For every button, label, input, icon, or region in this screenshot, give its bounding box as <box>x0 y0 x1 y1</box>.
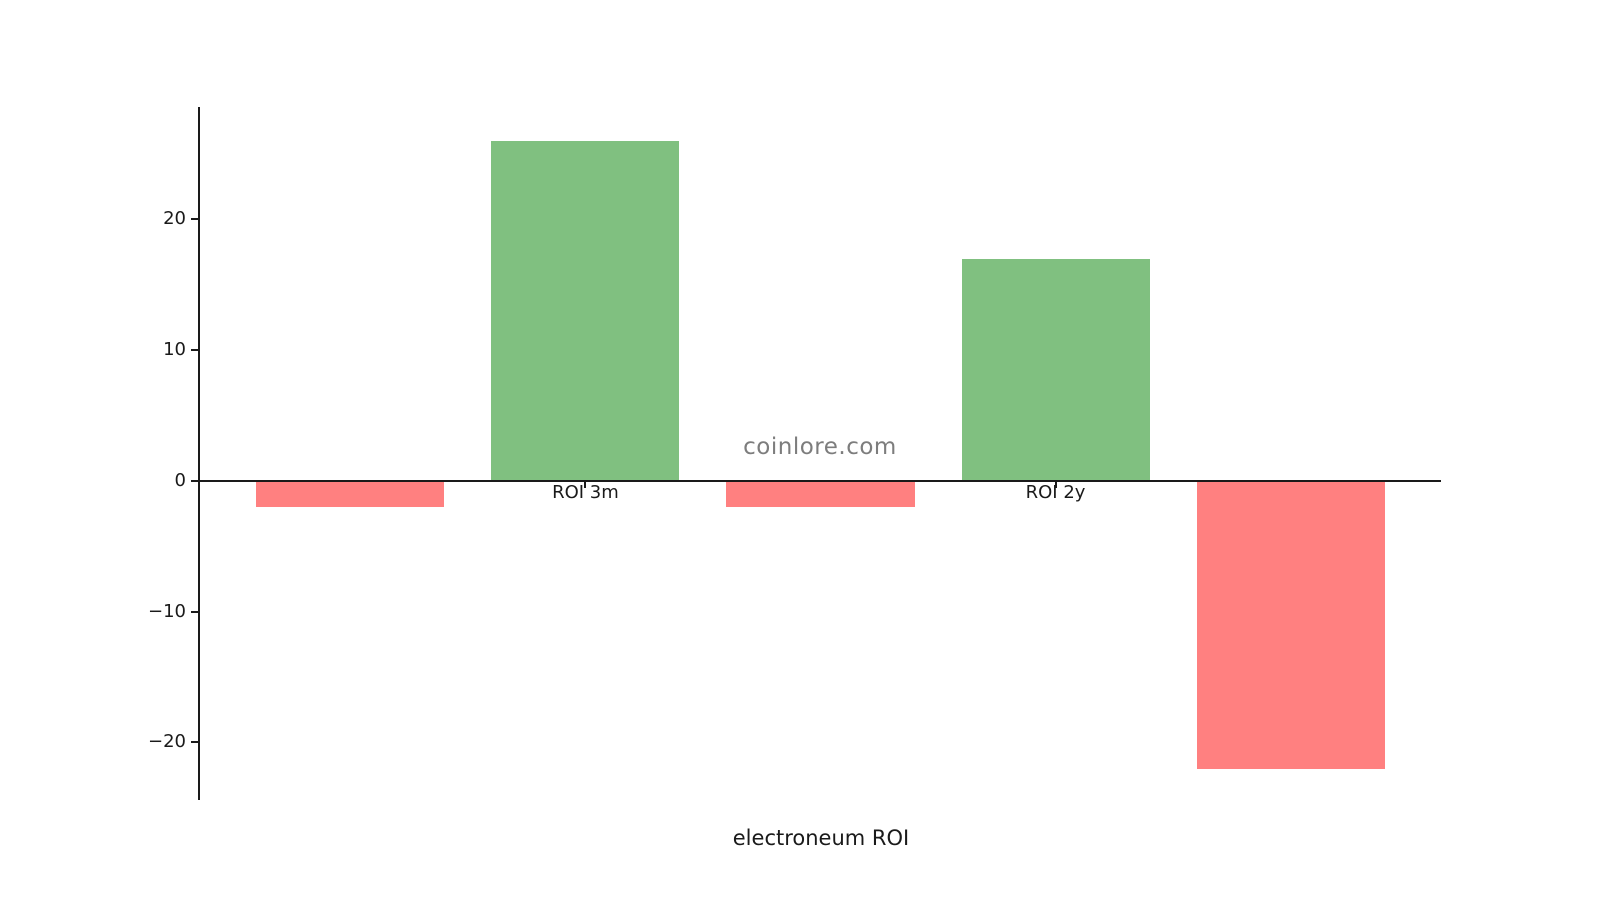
bar-index-0 <box>256 480 445 508</box>
x-axis-line <box>200 479 1441 482</box>
bar-index-2 <box>726 480 915 508</box>
x-tick-label: ROI 2y <box>1025 481 1086 503</box>
x-axis-title: electroneum ROI <box>732 826 910 850</box>
bar-roi-2y <box>961 258 1150 481</box>
y-tick-mark <box>191 479 199 482</box>
y-tick-mark <box>191 610 199 613</box>
bar-roi-3m <box>491 140 680 481</box>
x-tick-mark <box>1054 481 1057 488</box>
x-tick-label: ROI 3m <box>552 481 619 503</box>
bar-index-4 <box>1196 480 1385 769</box>
y-tick-mark <box>191 218 199 221</box>
watermark-text: coinlore.com <box>743 434 897 460</box>
y-tick-label: −20 <box>148 731 186 753</box>
y-tick-label: 10 <box>163 339 186 361</box>
y-tick-mark <box>191 741 199 744</box>
y-tick-mark <box>191 349 199 352</box>
y-tick-label: −10 <box>148 600 186 622</box>
x-tick-mark <box>584 481 587 488</box>
y-tick-label: 0 <box>174 469 186 491</box>
y-tick-label: 20 <box>163 208 186 230</box>
y-axis-spine <box>198 107 200 800</box>
